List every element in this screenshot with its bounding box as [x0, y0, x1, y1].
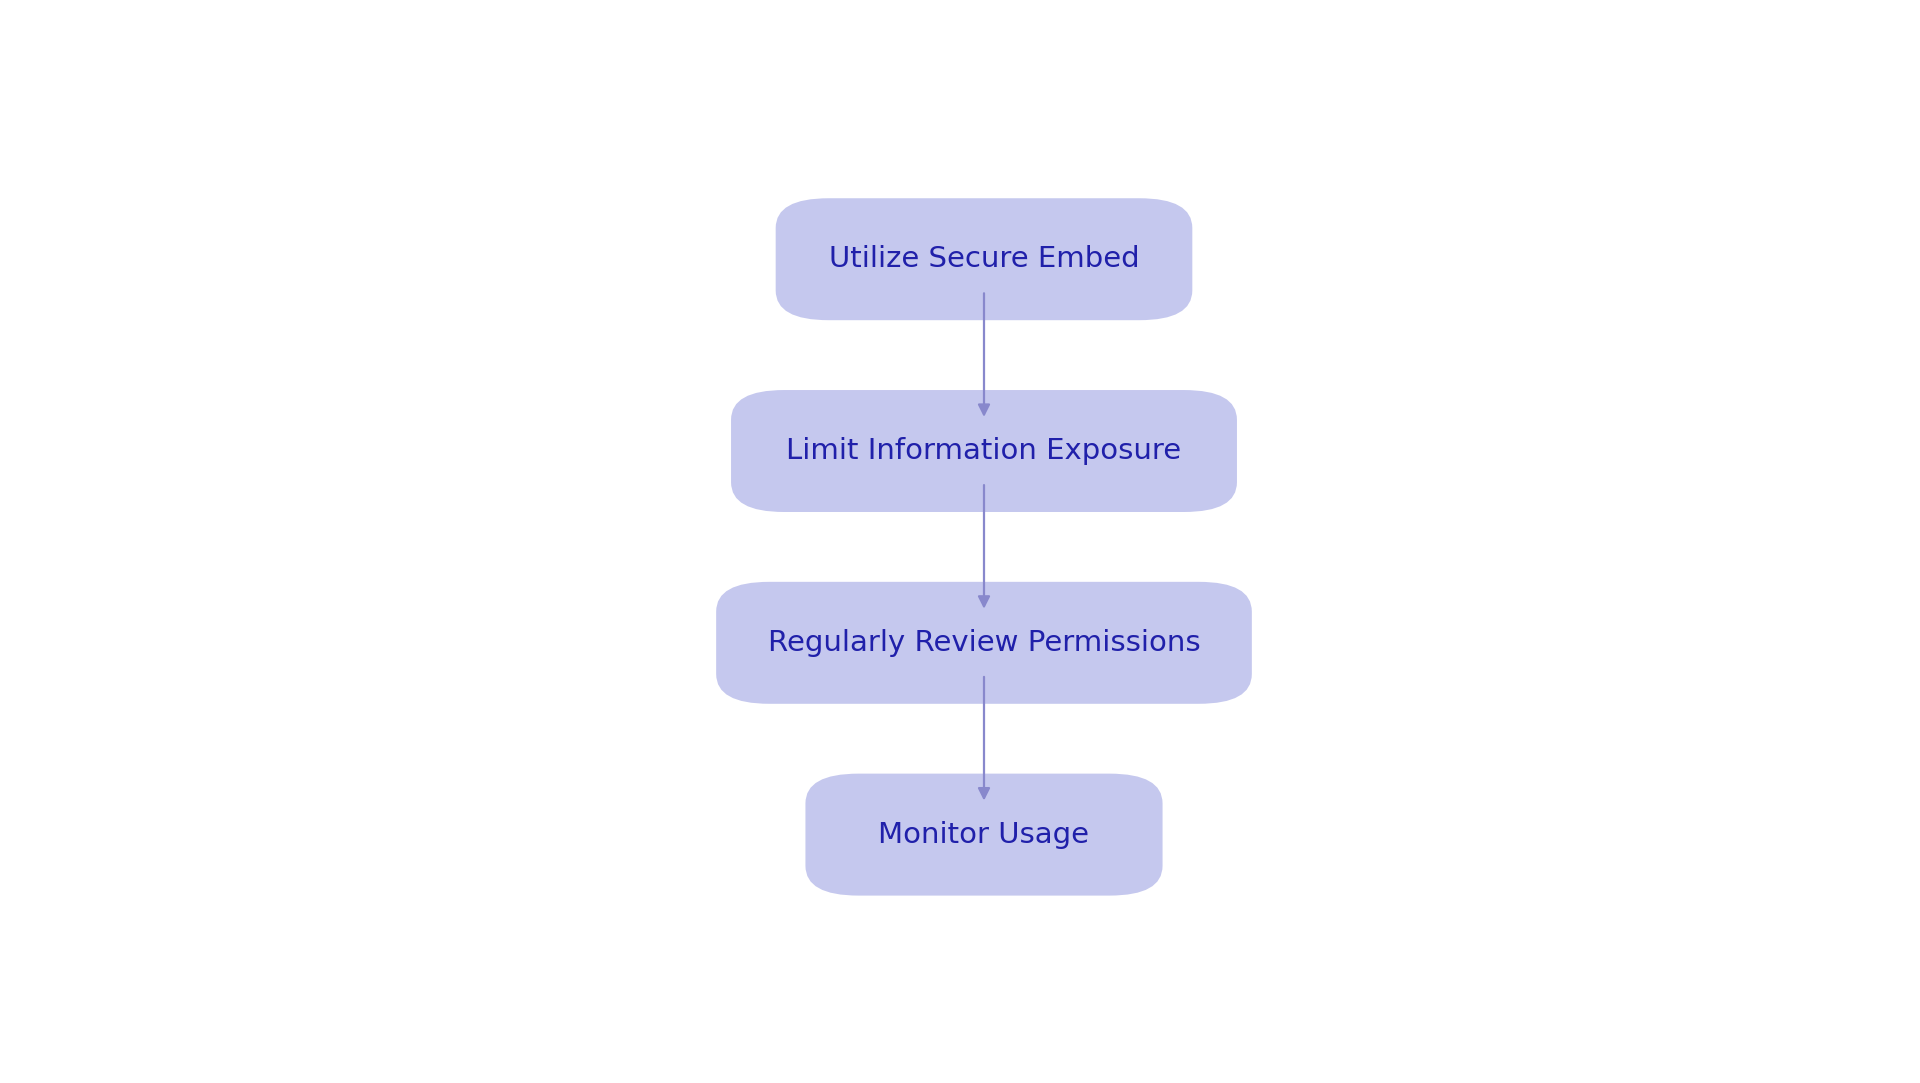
FancyBboxPatch shape [732, 390, 1236, 512]
Text: Utilize Secure Embed: Utilize Secure Embed [829, 245, 1139, 273]
FancyBboxPatch shape [806, 773, 1162, 896]
FancyBboxPatch shape [716, 582, 1252, 704]
Text: Monitor Usage: Monitor Usage [879, 821, 1089, 849]
Text: Regularly Review Permissions: Regularly Review Permissions [768, 629, 1200, 656]
Text: Limit Information Exposure: Limit Information Exposure [787, 438, 1181, 465]
FancyBboxPatch shape [776, 198, 1192, 321]
